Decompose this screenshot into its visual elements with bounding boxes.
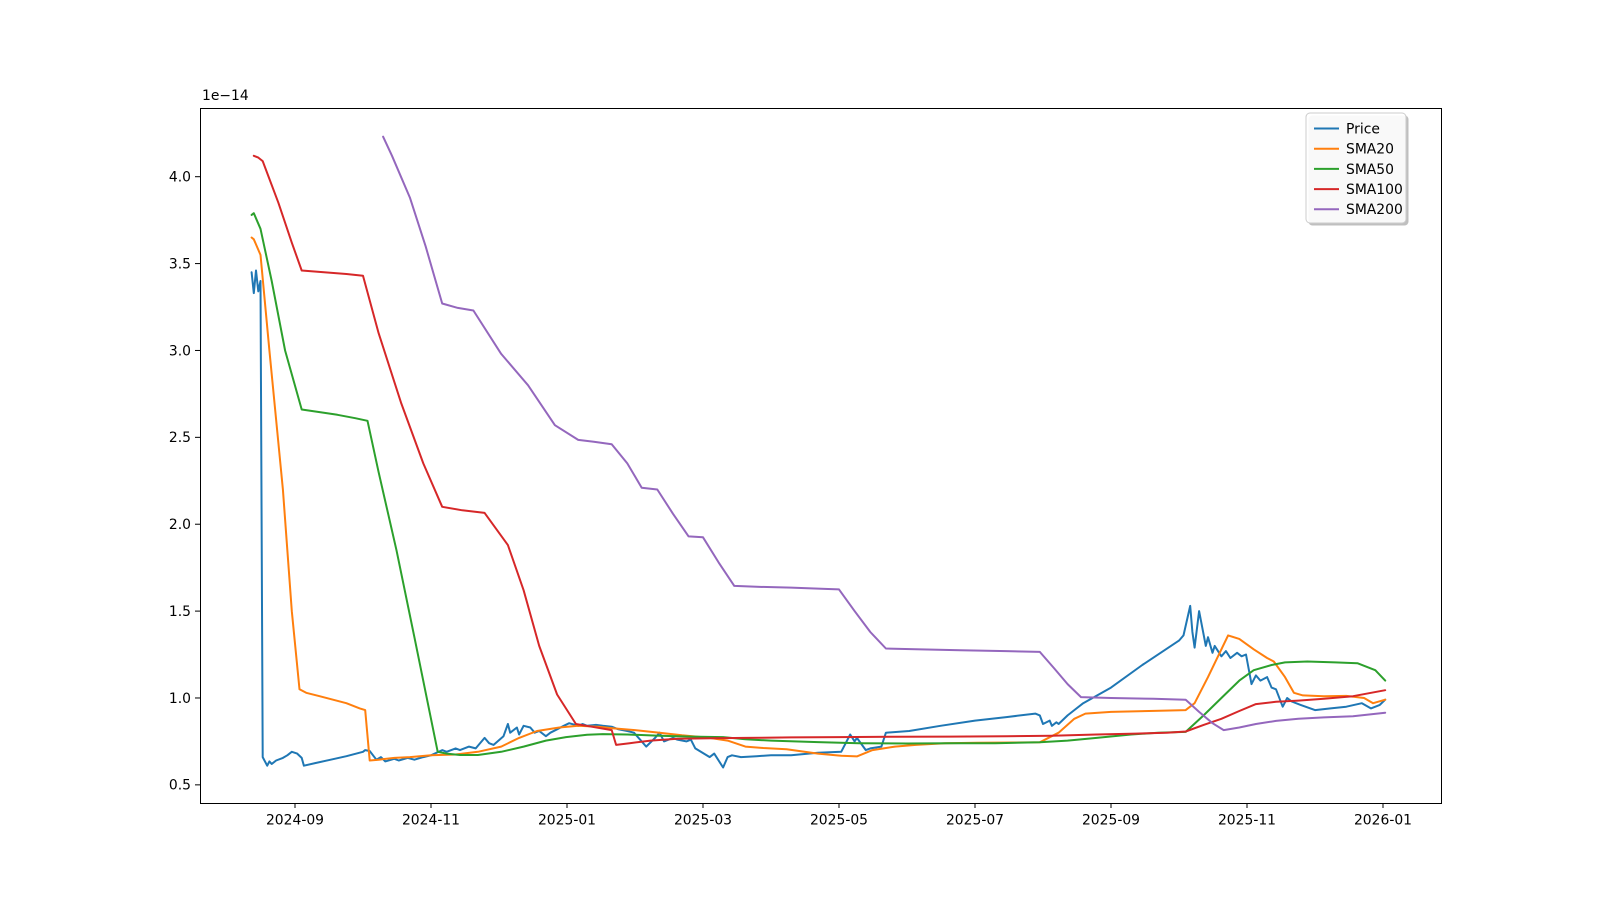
x-axis-tick-label: 2025-03 (674, 812, 732, 828)
x-axis-tick-label: 2025-11 (1218, 812, 1276, 828)
legend-item-sma20: SMA20 (1314, 142, 1394, 158)
x-axis-tick-label: 2025-07 (946, 812, 1004, 828)
legend: Price SMA20 SMA50 SMA100 SMA200 (1305, 112, 1409, 226)
y-axis-tick-label: 1.0 (169, 691, 191, 707)
axis-offset-label: 1e−14 (202, 88, 249, 104)
x-axis: 2024-09 2024-11 2025-01 2025-03 2025-05 2025-… (266, 803, 1412, 828)
x-axis-tick-label: 2025-09 (1082, 812, 1140, 828)
y-axis-tick-label: 2.0 (169, 517, 191, 533)
y-axis-tick-label: 2.5 (169, 430, 191, 446)
y-axis-tick-label: 0.5 (169, 778, 191, 794)
y-axis-tick-label: 3.5 (169, 256, 191, 272)
series-line-sma100 (252, 154, 1387, 746)
legend-item-sma200: SMA200 (1314, 202, 1403, 218)
legend-item-sma50: SMA50 (1314, 162, 1394, 178)
series-line-sma20 (250, 236, 1387, 762)
legend-label: SMA100 (1346, 182, 1403, 198)
x-axis-tick-label: 2024-09 (266, 812, 324, 828)
plot-area (200, 108, 1442, 804)
legend-label: SMA50 (1346, 162, 1394, 178)
legend-item-sma100: SMA100 (1314, 182, 1403, 198)
x-axis-tick-label: 2024-11 (402, 812, 460, 828)
y-axis-tick-label: 4.0 (169, 170, 191, 186)
series-line-sma50 (250, 212, 1387, 756)
x-axis-tick-label: 2026-01 (1354, 812, 1412, 828)
legend-item-price: Price (1314, 121, 1380, 137)
legend-label: SMA20 (1346, 142, 1394, 158)
y-axis: 0.5 1.0 1.5 2.0 2.5 3.0 3.5 4.0 (169, 170, 200, 794)
y-axis-tick-label: 3.0 (169, 343, 191, 359)
series-line-sma200 (382, 135, 1387, 732)
series-line-price (250, 269, 1387, 769)
legend-label: SMA200 (1346, 202, 1403, 218)
x-axis-tick-label: 2025-05 (810, 812, 868, 828)
legend-box (1305, 112, 1407, 224)
legend-label: Price (1346, 121, 1380, 137)
y-axis-tick-label: 1.5 (169, 604, 191, 620)
series-group (250, 135, 1387, 769)
x-axis-tick-label: 2025-01 (538, 812, 596, 828)
